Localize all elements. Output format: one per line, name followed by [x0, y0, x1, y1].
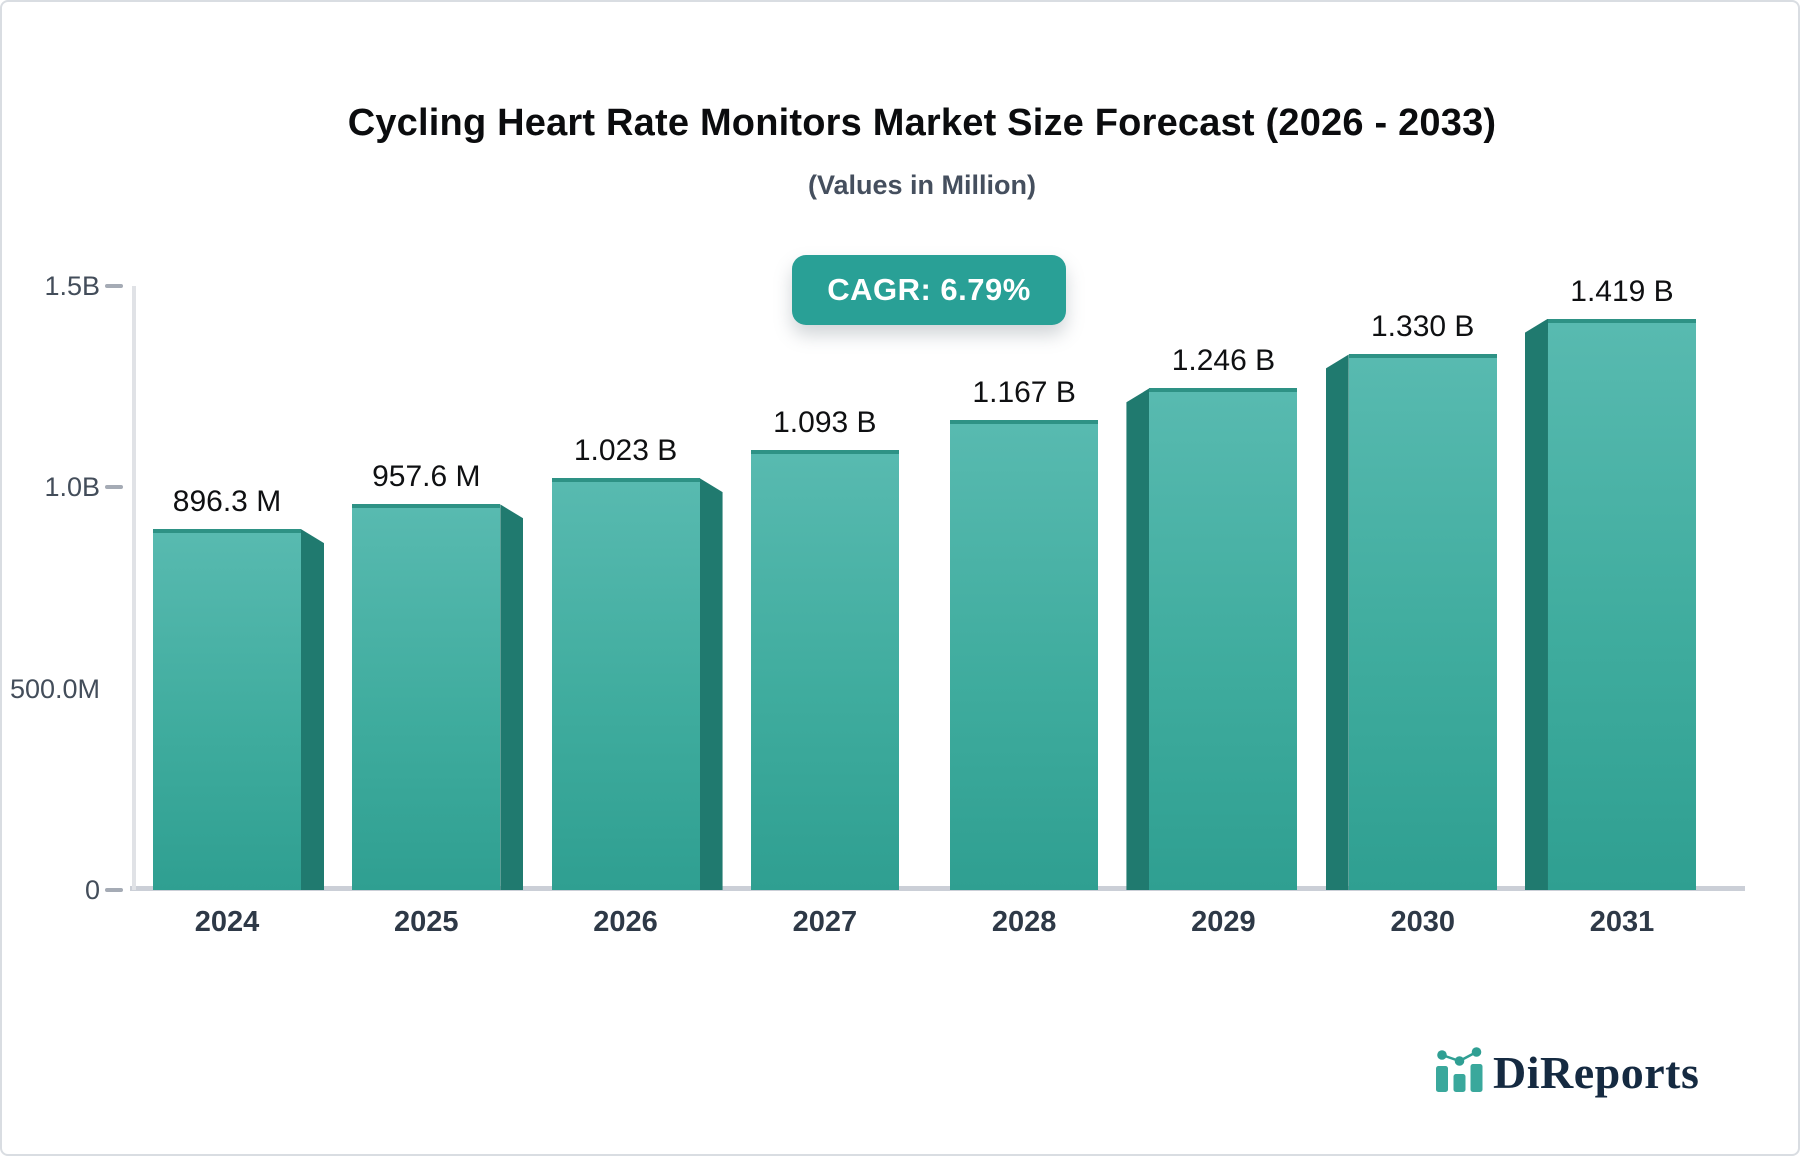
y-axis-tick [105, 888, 123, 892]
bar-3d-side [500, 504, 524, 890]
bar-value-label: 896.3 M [172, 485, 282, 519]
bar-value-label: 1.246 B [1171, 344, 1276, 378]
brand-name: DiReports [1493, 1047, 1700, 1098]
x-axis-label: 2025 [394, 906, 459, 938]
x-axis-label: 2027 [792, 906, 858, 938]
bar-value-label: 1.023 B [573, 434, 678, 468]
cagr-badge: CAGR: 6.79% [792, 255, 1066, 325]
y-axis-tick [105, 485, 123, 490]
x-axis-line [130, 886, 1745, 891]
brand-logo: DiReports [1434, 1038, 1699, 1098]
x-axis-label: 2026 [593, 906, 658, 938]
bar-2030 [1348, 354, 1497, 890]
chart-subtitle: (Values in Million) [807, 170, 1037, 200]
bar-value-label: 1.093 B [773, 405, 877, 439]
bar-3d-side [301, 529, 324, 890]
bar-2031 [1547, 318, 1696, 890]
chart-title: Cycling Heart Rate Monitors Market Size … [347, 102, 1497, 144]
bar-value-label: 1.330 B [1370, 310, 1475, 344]
bar-2024 [153, 529, 301, 890]
bar-value-label: 1.167 B [972, 376, 1076, 410]
bar-2026 [551, 478, 700, 890]
bar-value-label: 957.6 M [372, 460, 481, 494]
bar-3d-side [1325, 354, 1349, 890]
bar-3d-side [1524, 318, 1548, 890]
bar-2025 [352, 504, 501, 890]
bar-2029 [1149, 388, 1298, 890]
bar-value-label: 1.419 B [1570, 274, 1674, 308]
y-axis-label: 1.0B [44, 472, 100, 503]
y-axis-line [132, 286, 136, 890]
x-axis-label: 2029 [1191, 906, 1256, 938]
x-axis-label: 2028 [991, 906, 1057, 938]
bar-chart-logo-icon [1436, 1047, 1483, 1092]
bar-3d-side [1126, 388, 1150, 890]
y-axis-tick [105, 284, 123, 288]
x-axis-label: 2024 [194, 906, 260, 938]
x-axis-label: 2030 [1390, 906, 1455, 938]
y-axis-label: 0 [84, 875, 100, 905]
bar-2028 [950, 420, 1099, 890]
bar-3d-side [699, 478, 723, 890]
x-axis-label: 2031 [1589, 906, 1655, 938]
bar-2027 [750, 449, 899, 890]
y-axis-label: 500.0M [9, 673, 100, 704]
y-axis-label: 1.5B [44, 271, 100, 301]
